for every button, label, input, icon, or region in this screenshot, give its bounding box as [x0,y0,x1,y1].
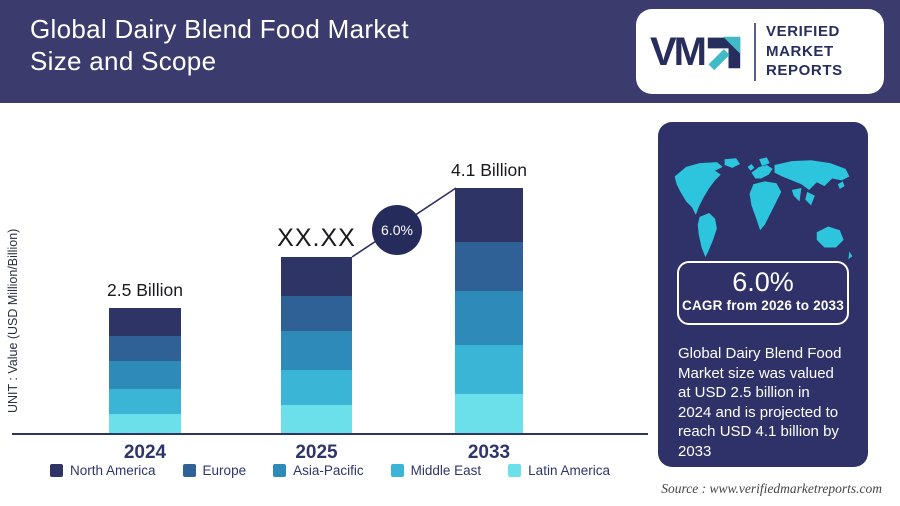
legend-label: Europe [202,463,247,478]
vmr-brand-text: VERIFIED MARKET REPORTS [766,23,843,80]
bar-segment-north-america [281,257,352,296]
bar-2025: XX.XX [277,224,355,433]
legend-item: Europe [182,463,247,478]
x-tick-label: 2033 [467,442,511,463]
legend-label: Asia-Pacific [293,463,364,478]
bar-segment-asia-pacific [281,331,352,370]
x-axis-line [12,433,648,435]
legend-label: North America [70,463,156,478]
growth-circle [372,205,422,255]
page-title: Global Dairy Blend Food Market Size and … [30,14,409,76]
vmr-logo: VM VERIFIED MARKET REPORTS [636,9,884,94]
legend-swatch [273,464,287,477]
bar-segment-north-america [455,188,523,242]
legend: North America Europe Asia-Pacific Middle Ea… [0,463,660,478]
cagr-badge: 6.0% CAGR from 2026 to 2033 [677,261,849,325]
y-axis-label: UNIT : Value (USD Million/Billion) [6,228,20,413]
legend-item: North America [50,463,156,478]
bar-segment-middle-east [281,370,352,405]
logo-divider [754,22,756,81]
legend-item: Latin America [508,463,610,478]
vmr-arrow-icon [707,36,741,70]
x-tick-label: 2025 [295,442,338,463]
cagr-caption: CAGR from 2026 to 2033 [682,298,844,314]
bar-2033: 4.1 Billion [451,160,527,433]
source-attribution: Source : www.verifiedmarketreports.com [661,481,882,496]
market-summary: Global Dairy Blend Food Market size was … [678,345,842,460]
bar-segment-north-america [109,308,181,336]
bar-segment-asia-pacific [455,291,523,345]
x-tick-label: 2024 [123,442,167,463]
cagr-value: 6.0% [732,267,794,297]
bar-segment-europe [455,242,523,291]
bar-value-label: 4.1 Billion [451,160,527,180]
legend-swatch [182,464,196,477]
vmr-logo-vm-text: VM [650,29,707,74]
bar-segment-asia-pacific [109,361,181,389]
legend-item: Asia-Pacific [273,463,364,478]
growth-annotation: 6.0% [381,222,413,238]
bar-value-label: XX.XX [277,224,356,252]
bar-2024: 2.5 Billion [107,280,183,433]
bar-segment-europe [109,336,181,361]
vmr-logo-mark: VM [650,32,742,72]
bar-segment-middle-east [109,389,181,414]
bar-value-label: 2.5 Billion [107,280,183,300]
legend-swatch [50,464,64,477]
world-map-icon [674,157,853,260]
legend-swatch [508,464,522,477]
bar-segment-latin-america [281,405,352,433]
bar-segment-middle-east [455,345,523,394]
bar-segment-latin-america [455,394,523,433]
summary-panel: 6.0% CAGR from 2026 to 2033 Global Dairy… [658,122,868,467]
bar-segment-europe [281,296,352,331]
legend-item: Middle East [390,463,482,478]
header: Global Dairy Blend Food Market Size and … [0,0,900,103]
bar-segment-latin-america [109,414,181,433]
bar-chart: UNIT : Value (USD Million/Billion) 2.5 B… [0,103,660,506]
legend-swatch [390,464,404,477]
legend-label: Middle East [410,463,482,478]
legend-label: Latin America [528,463,610,478]
